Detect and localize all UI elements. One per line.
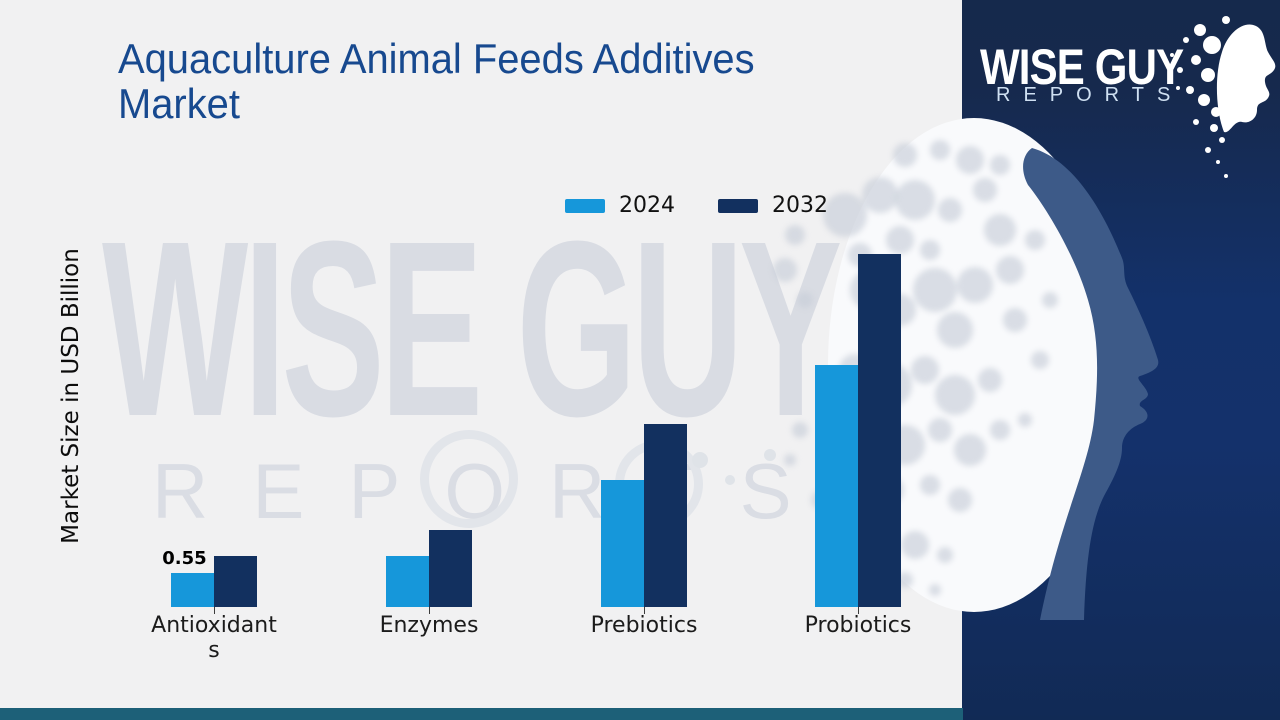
legend-swatch-2032 — [718, 199, 758, 213]
watermark-ring — [420, 430, 518, 528]
x-axis-tick — [213, 607, 215, 614]
bar-value-label: 0.55 — [162, 547, 207, 569]
bar-enzymes-2024 — [386, 555, 429, 607]
dotted-head-icon — [1170, 16, 1276, 178]
category-label-prebiotics: Prebiotics — [590, 613, 698, 638]
legend-item-2032: 2032 — [718, 192, 828, 220]
face-profile-silhouette — [1023, 148, 1159, 620]
x-axis-tick — [428, 607, 430, 614]
legend-item-2024: 2024 — [565, 192, 675, 220]
x-axis-tick — [643, 607, 645, 614]
legend-label: 2032 — [772, 193, 828, 218]
watermark-dot — [725, 475, 735, 485]
watermark-dot — [692, 452, 708, 468]
bar-enzymes-2032 — [429, 529, 472, 607]
brand-logo-subtitle: REPORTS — [996, 84, 1184, 106]
bar-probiotics-2024 — [815, 365, 858, 607]
watermark-wiseguy-text: WISE GUY — [102, 189, 842, 468]
category-label-probiotics: Probiotics — [804, 613, 912, 638]
bar-prebiotics-2032 — [644, 424, 687, 607]
category-label-antioxidants: Antioxidant s — [151, 613, 277, 663]
watermark-dot — [764, 449, 776, 461]
legend-swatch-2024 — [565, 199, 605, 213]
bar-antioxidants-2032 — [214, 555, 257, 607]
bar-prebiotics-2024 — [601, 479, 644, 607]
brand-logo-name: WISE GUY — [980, 39, 1184, 95]
legend-label: 2024 — [619, 193, 675, 218]
bar-antioxidants-2024 — [171, 572, 214, 607]
chart-title: Aquaculture Animal Feeds Additives Marke… — [118, 35, 755, 127]
category-label-enzymes: Enzymes — [379, 613, 479, 638]
footer-accent-bar — [0, 708, 963, 720]
bar-probiotics-2032 — [858, 253, 901, 607]
x-axis-tick — [857, 607, 859, 614]
